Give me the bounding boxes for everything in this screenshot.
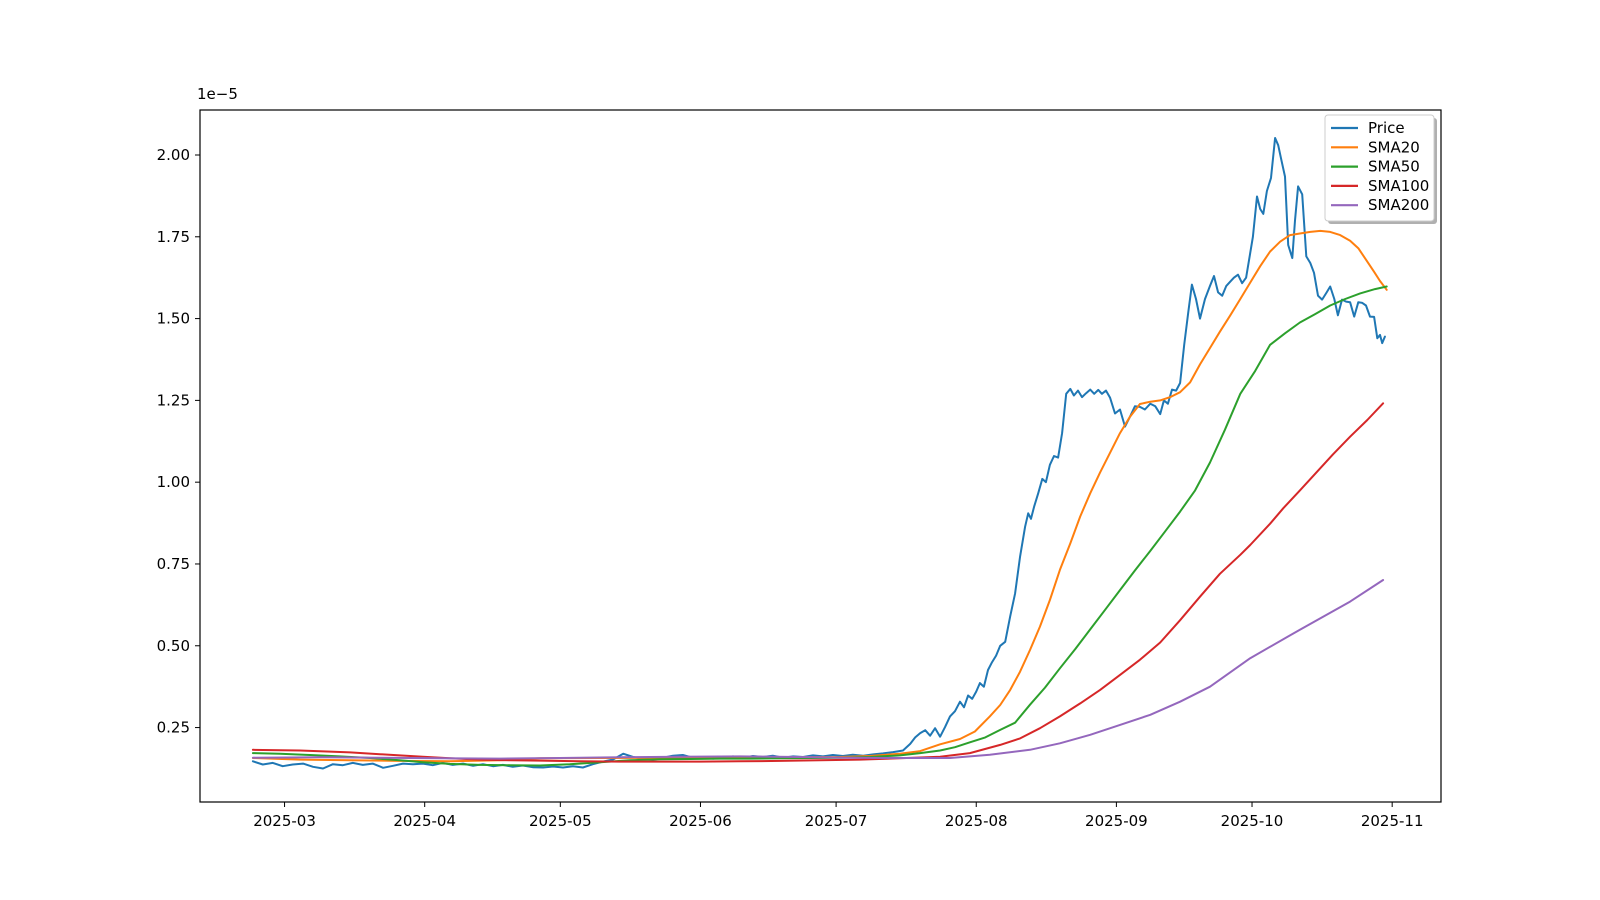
legend-item-sma200: SMA200 <box>1368 196 1429 214</box>
y-tick-label: 1.75 <box>157 228 190 246</box>
y-tick-label: 1.00 <box>157 473 190 491</box>
y-tick-label: 0.75 <box>157 555 190 573</box>
x-tick-label: 2025-05 <box>529 812 592 830</box>
legend-item-price: Price <box>1368 119 1405 137</box>
legend-box <box>1324 114 1435 222</box>
x-tick-label: 2025-04 <box>393 812 456 830</box>
x-tick-label: 2025-03 <box>253 812 316 830</box>
x-tick-label: 2025-10 <box>1221 812 1284 830</box>
y-tick-label: 2.00 <box>157 146 190 164</box>
legend-item-sma50: SMA50 <box>1368 158 1420 176</box>
price-line <box>251 137 1386 770</box>
sma100-line <box>251 402 1385 763</box>
sma200-line <box>251 579 1385 760</box>
x-tick-label: 2025-06 <box>669 812 732 830</box>
y-tick-label: 1.50 <box>157 310 190 328</box>
y-axis-offset-label: 1e−5 <box>197 85 238 103</box>
y-tick-label: 1.25 <box>157 391 190 409</box>
x-tick-label: 2025-11 <box>1361 812 1424 830</box>
y-tick-label: 0.50 <box>157 637 190 655</box>
x-tick-label: 2025-09 <box>1085 812 1148 830</box>
legend-item-sma100: SMA100 <box>1368 177 1429 195</box>
plot-frame <box>199 109 1442 803</box>
sma50-line <box>251 285 1388 767</box>
plot-area <box>200 110 1441 802</box>
legend-item-sma20: SMA20 <box>1368 138 1420 156</box>
x-tick-label: 2025-07 <box>805 812 868 830</box>
x-tick-label: 2025-08 <box>945 812 1008 830</box>
y-tick-label: 0.25 <box>157 719 190 737</box>
